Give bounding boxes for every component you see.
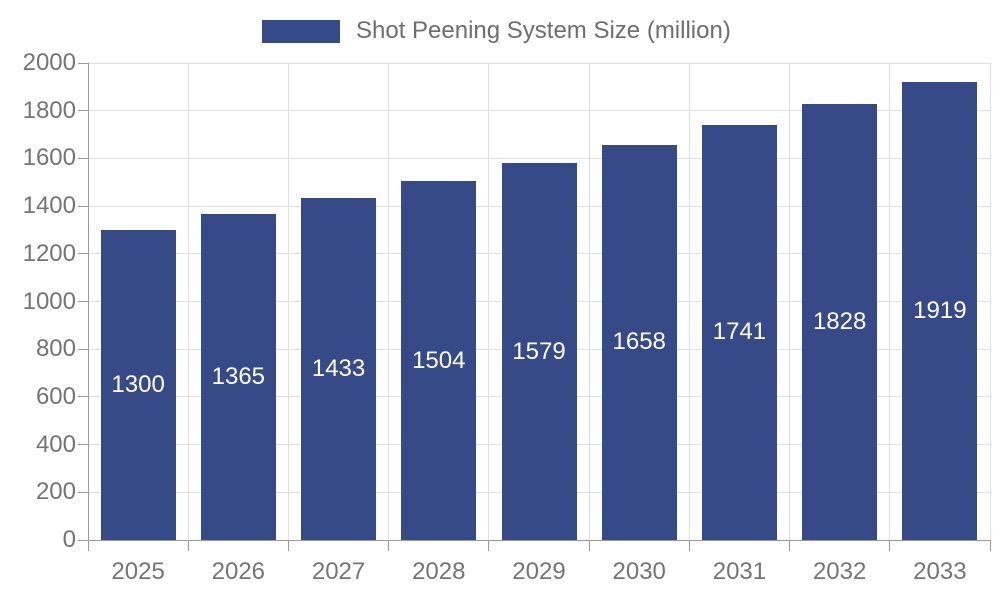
x-axis-tick [488,540,490,551]
x-gridline [187,63,189,540]
x-axis-tick [287,540,289,551]
y-axis-tick [78,301,88,302]
bar-value-label: 1658 [612,328,666,356]
y-axis-tick-label: 1600 [22,144,76,172]
bar-value-label: 1579 [512,337,566,365]
x-gridline [889,63,891,540]
y-axis-tick [78,62,88,64]
y-axis-tick-label: 2000 [22,49,76,76]
x-axis-tick [588,540,590,551]
x-axis-tick [388,540,390,551]
bar-value-label: 1919 [913,297,967,325]
bar-value-label: 1300 [111,370,165,398]
bar[interactable]: 1658 [601,144,677,540]
bar[interactable]: 1828 [802,104,878,540]
y-axis-line [87,63,89,540]
y-axis-tick [78,110,88,112]
legend-label: Shot Peening System Size (million) [356,17,731,44]
y-axis-tick-label: 1200 [22,239,76,267]
x-gridline [287,63,289,540]
x-axis-tick-label: 2030 [612,558,666,585]
x-axis-tick [688,540,690,551]
y-axis-tick [78,253,88,255]
x-axis-tick-label: 2025 [111,558,165,585]
x-gridline [588,63,590,540]
x-axis-tick-label: 2026 [211,558,266,585]
bar-value-label: 1504 [412,346,466,374]
y-axis-tick [78,491,88,493]
y-gridline [88,157,990,159]
bar[interactable]: 1741 [701,124,777,540]
x-gridline [388,63,390,540]
x-axis-tick-label: 2028 [412,558,466,585]
x-gridline [789,63,791,540]
y-gridline [88,62,990,64]
y-axis-tick [78,205,88,207]
bar[interactable]: 1919 [902,82,978,540]
bar[interactable]: 1300 [100,229,176,540]
bar-value-label: 1365 [211,363,266,391]
x-gridline [688,63,690,540]
x-axis-tick-label: 2033 [913,558,967,585]
y-axis-tick-label: 200 [35,478,76,506]
legend-swatch [262,19,340,43]
y-axis-tick-label: 1000 [22,287,76,315]
x-gridline [989,63,991,540]
y-axis-tick [78,444,88,446]
bar[interactable]: 1504 [401,181,477,540]
legend-item[interactable]: Shot Peening System Size (million) [262,17,731,45]
y-axis-tick-label: 1800 [22,96,76,124]
y-axis-tick [78,157,88,159]
bar[interactable]: 1365 [200,214,276,540]
bar-value-label: 1741 [712,318,767,346]
x-axis-tick-label: 2031 [712,558,767,585]
bar[interactable]: 1433 [301,198,377,540]
y-axis-tick-label: 0 [62,526,76,553]
x-axis-tick-label: 2032 [812,558,867,585]
x-axis-tick [789,540,791,551]
y-axis-tick-label: 800 [35,335,76,363]
y-axis-tick-label: 400 [35,430,76,458]
x-gridline [488,63,490,540]
bar-value-label: 1828 [812,308,867,335]
y-axis-tick-label: 1400 [22,192,76,220]
x-axis-tick [889,540,891,551]
y-axis-tick [78,348,88,350]
y-gridline [88,110,990,112]
bar-value-label: 1433 [311,355,366,383]
x-axis-tick [989,540,991,551]
x-axis-tick-label: 2027 [311,558,366,585]
x-axis-line [78,539,990,541]
bar[interactable]: 1579 [501,163,577,540]
x-axis-tick [187,540,189,551]
x-axis-tick [87,540,89,551]
y-axis-tick-label: 600 [35,382,76,410]
y-axis-tick [78,396,88,398]
x-axis-tick-label: 2029 [512,558,566,585]
